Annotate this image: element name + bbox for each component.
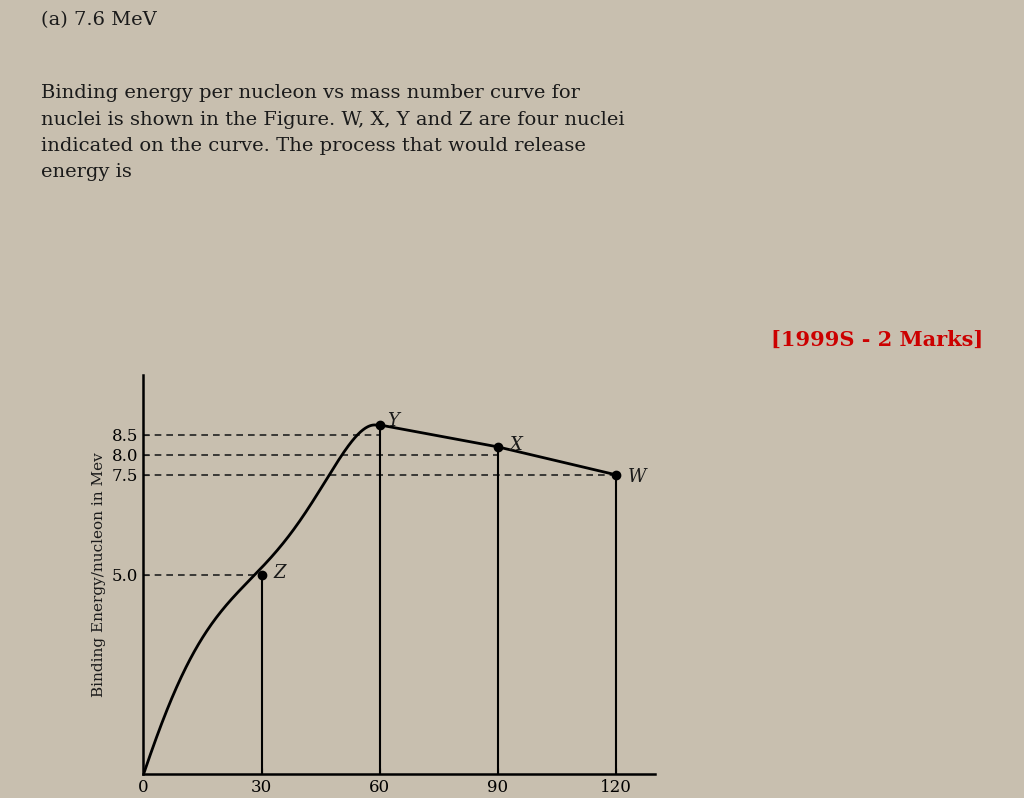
Text: X: X bbox=[510, 436, 522, 454]
Text: [1999S - 2 Marks]: [1999S - 2 Marks] bbox=[771, 330, 983, 350]
Text: Binding energy per nucleon vs mass number curve for
nuclei is shown in the Figur: Binding energy per nucleon vs mass numbe… bbox=[41, 85, 625, 181]
Text: (a) 7.6 MeV: (a) 7.6 MeV bbox=[41, 11, 157, 30]
Y-axis label: Binding Energy/nucleon in Mev: Binding Energy/nucleon in Mev bbox=[92, 452, 106, 697]
Text: W: W bbox=[628, 468, 646, 486]
Text: Z: Z bbox=[273, 563, 286, 582]
Text: Y: Y bbox=[387, 412, 399, 430]
